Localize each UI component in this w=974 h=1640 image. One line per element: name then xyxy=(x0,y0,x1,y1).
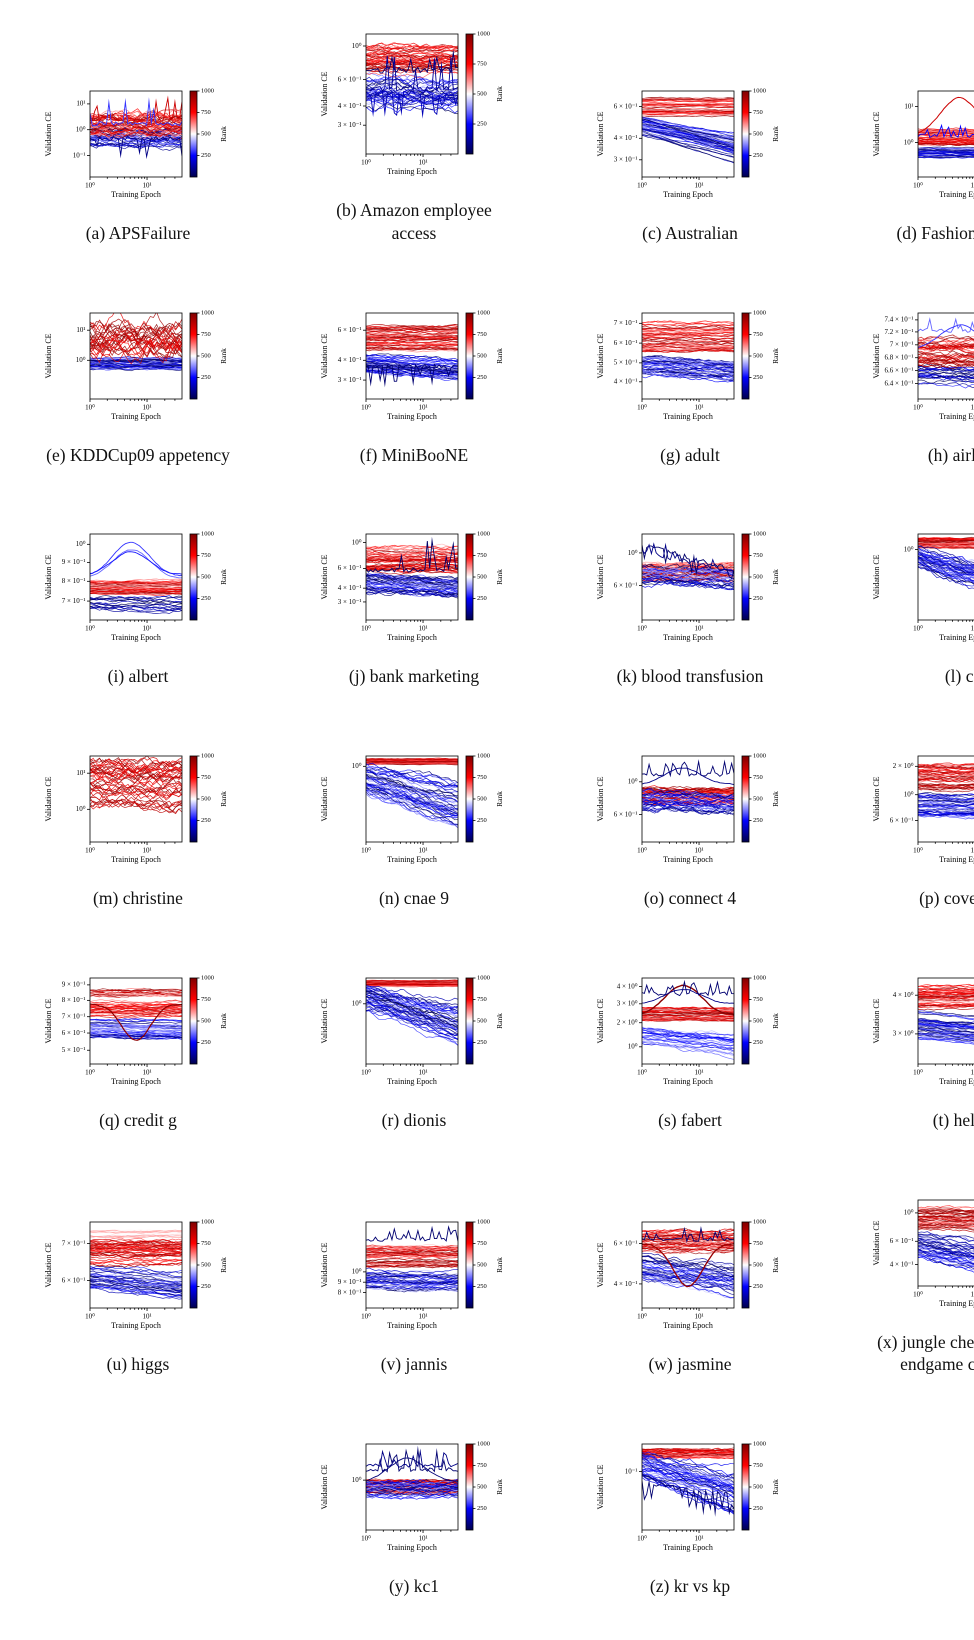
subplot-caption: (c) Australian xyxy=(642,222,738,243)
plot-canvas-kddcup09-appetency xyxy=(40,306,236,435)
subplot-caption: (j) bank marketing xyxy=(348,666,480,687)
plot-canvas-helena xyxy=(868,971,974,1100)
plot-canvas-covertype xyxy=(868,750,974,878)
subplot-l-car: (l) car xyxy=(868,528,974,688)
subplot-caption: (d) Fashion MNIST xyxy=(896,222,974,243)
plot-canvas-fashion-mnist xyxy=(868,84,974,213)
plot-canvas-blood-transfusion xyxy=(592,528,788,657)
subplot-w-jasmine: (w) jasmine xyxy=(592,1194,788,1377)
subplot-caption: (l) car xyxy=(944,666,974,687)
subplot-y-kc1: (y) kc1 xyxy=(316,1438,512,1598)
subplot-caption: (x) jungle chess 2pcs raw endgame comple… xyxy=(877,1331,974,1375)
subplot-n-cnae-9: (n) cnae 9 xyxy=(316,750,512,910)
subplot-caption: (y) kc1 xyxy=(388,1576,440,1596)
subplot-caption: (w) jasmine xyxy=(648,1354,732,1375)
subplot-h-airlines: (h) airlines xyxy=(868,306,974,467)
subplot-f-miniboone: (f) MiniBooNE xyxy=(316,306,512,467)
subplot-c-australian: (c) Australian xyxy=(592,28,788,245)
plot-canvas-cnae-9 xyxy=(316,750,512,878)
plot-canvas-adult xyxy=(592,306,788,435)
subplot-caption: (p) covertype xyxy=(919,888,974,908)
subplot-caption: (k) blood transfusion xyxy=(616,666,764,687)
subplot-caption: (h) airlines xyxy=(927,444,974,465)
subplot-caption: (v) jannis xyxy=(380,1354,448,1375)
figure-grid: (a) APSFailure (b) Amazon employee acces… xyxy=(0,12,974,1614)
subplot-j-bank-marketing: (j) bank marketing xyxy=(316,528,512,688)
plot-canvas-christine xyxy=(40,750,236,878)
plot-canvas-albert xyxy=(40,528,236,657)
plot-canvas-australian xyxy=(592,84,788,213)
subplot-caption: (g) adult xyxy=(660,444,720,465)
subplot-m-christine: (m) christine xyxy=(40,750,236,910)
plot-canvas-amazon-employee-access xyxy=(316,28,512,190)
plot-canvas-kr-vs-kp xyxy=(592,1438,788,1566)
plot-canvas-dionis xyxy=(316,971,512,1100)
subplot-caption: (n) cnae 9 xyxy=(379,888,449,908)
subplot-caption: (a) APSFailure xyxy=(85,222,191,243)
subplot-v-jannis: (v) jannis xyxy=(316,1194,512,1377)
subplot-g-adult: (g) adult xyxy=(592,306,788,467)
subplot-a-apsfailure: (a) APSFailure xyxy=(40,28,236,245)
plot-canvas-jannis xyxy=(316,1216,512,1345)
plot-canvas-airlines xyxy=(868,306,974,435)
subplot-caption: (s) fabert xyxy=(658,1109,722,1130)
plot-canvas-fabert xyxy=(592,971,788,1100)
subplot-i-albert: (i) albert xyxy=(40,528,236,688)
subplot-caption: (m) christine xyxy=(93,888,183,908)
subplot-caption: (i) albert xyxy=(107,666,169,687)
subplot-e-kddcup09-appetency: (e) KDDCup09 appetency xyxy=(40,306,236,467)
subplot-p-covertype: (p) covertype xyxy=(868,750,974,910)
plot-canvas-miniboone xyxy=(316,306,512,435)
plot-canvas-higgs xyxy=(40,1216,236,1345)
subplot-caption: (t) helena xyxy=(932,1109,974,1130)
subplot-k-blood-transfusion: (k) blood transfusion xyxy=(592,528,788,688)
subplot-caption: (z) kr vs kp xyxy=(649,1576,731,1596)
subplot-z-kr-vs-kp: (z) kr vs kp xyxy=(592,1438,788,1598)
subplot-s-fabert: (s) fabert xyxy=(592,971,788,1132)
subplot-caption: (r) dionis xyxy=(381,1109,447,1130)
subplot-r-dionis: (r) dionis xyxy=(316,971,512,1132)
plot-canvas-connect-4 xyxy=(592,750,788,878)
subplot-d-fashion-mnist: (d) Fashion MNIST xyxy=(868,28,974,245)
subplot-b-amazon-employee-access: (b) Amazon employee access xyxy=(316,28,512,245)
plot-canvas-apsfailure xyxy=(40,84,236,213)
plot-canvas-car xyxy=(868,528,974,657)
subplot-u-higgs: (u) higgs xyxy=(40,1194,236,1377)
plot-canvas-bank-marketing xyxy=(316,528,512,657)
subplot-caption: (u) higgs xyxy=(106,1354,170,1375)
subplot-caption: (q) credit g xyxy=(99,1109,177,1130)
plot-canvas-jungle-chess xyxy=(868,1193,974,1322)
subplot-x-jungle-chess: (x) jungle chess 2pcs raw endgame comple… xyxy=(868,1193,974,1377)
subplot-t-helena: (t) helena xyxy=(868,971,974,1132)
subplot-caption: (o) connect 4 xyxy=(643,888,737,908)
subplot-o-connect-4: (o) connect 4 xyxy=(592,750,788,910)
plot-canvas-jasmine xyxy=(592,1216,788,1345)
plot-canvas-credit-g xyxy=(40,971,236,1100)
subplot-caption: (b) Amazon employee access xyxy=(336,200,492,243)
subplot-caption: (e) KDDCup09 appetency xyxy=(46,444,230,465)
plot-canvas-kc1 xyxy=(316,1438,512,1566)
subplot-caption: (f) MiniBooNE xyxy=(359,444,469,465)
subplot-q-credit-g: (q) credit g xyxy=(40,971,236,1132)
